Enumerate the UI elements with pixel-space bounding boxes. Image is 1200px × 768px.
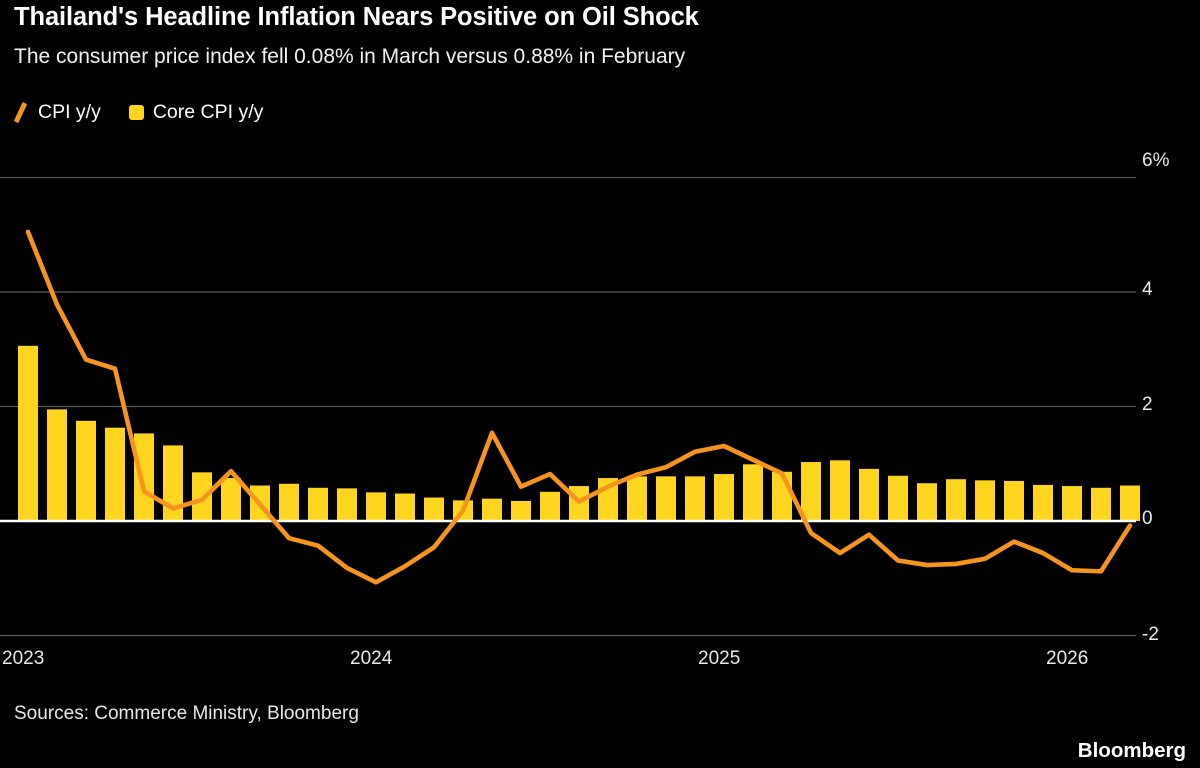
legend-item-cpi[interactable]: CPI y/y [12, 101, 101, 124]
bar [859, 468, 879, 521]
bar [18, 345, 38, 521]
plot-area [0, 140, 1200, 640]
bar [337, 488, 357, 521]
bar [163, 445, 183, 521]
chart-title: Thailand's Headline Inflation Nears Posi… [14, 3, 699, 31]
bar [221, 478, 241, 521]
bar [366, 492, 386, 521]
y-axis-tick-label: 6% [1142, 149, 1170, 171]
bar [714, 474, 734, 521]
legend-label-cpi: CPI y/y [38, 100, 101, 123]
bar [308, 487, 328, 521]
bar [801, 462, 821, 521]
bar [685, 476, 705, 521]
bar [656, 476, 676, 521]
bar [888, 475, 908, 521]
bar [47, 409, 67, 521]
y-axis-tick-label: -2 [1142, 623, 1159, 645]
bar [743, 464, 763, 521]
bar [1091, 487, 1111, 521]
bar [830, 460, 850, 521]
y-axis-tick-label: 4 [1142, 279, 1153, 300]
bar [105, 427, 125, 521]
bar-marker-icon [128, 104, 144, 120]
chart-subtitle: The consumer price index fell 0.08% in M… [14, 45, 686, 68]
y-axis-tick-label: 0 [1142, 508, 1153, 529]
bar [424, 497, 444, 521]
x-axis-year-label: 2025 [698, 648, 741, 669]
sources-note: Sources: Commerce Ministry, Bloomberg [14, 703, 359, 724]
bar-series-core-cpi [18, 345, 1140, 521]
bar [395, 493, 415, 521]
bar [772, 471, 792, 521]
legend-label-core-cpi: Core CPI y/y [152, 100, 264, 123]
line-series-cpi [25, 229, 1133, 585]
y-axis-tick-label: 2 [1142, 393, 1153, 415]
bar [946, 479, 966, 521]
bar [1004, 480, 1024, 521]
gridlines [0, 176, 1136, 637]
bar [540, 491, 560, 521]
bar [975, 480, 995, 521]
plot-svg [0, 176, 1140, 637]
chart-legend: CPI y/y Core CPI y/y [12, 99, 291, 125]
bar [76, 420, 96, 521]
bar [134, 433, 154, 521]
bar [511, 500, 531, 521]
bar [482, 498, 502, 521]
bar [627, 476, 647, 521]
x-axis-year-label: 2026 [1046, 648, 1089, 669]
line-marker-icon [12, 102, 29, 123]
bar [917, 483, 937, 521]
bar [1062, 486, 1082, 521]
bloomberg-logo: Bloomberg [1077, 739, 1186, 762]
bar [279, 483, 299, 521]
bar [1120, 485, 1140, 521]
x-axis-year-label: 2024 [350, 648, 393, 669]
x-axis-year-label: 2023 [2, 648, 45, 669]
bar [1033, 484, 1053, 521]
legend-item-core-cpi[interactable]: Core CPI y/y [128, 100, 264, 124]
